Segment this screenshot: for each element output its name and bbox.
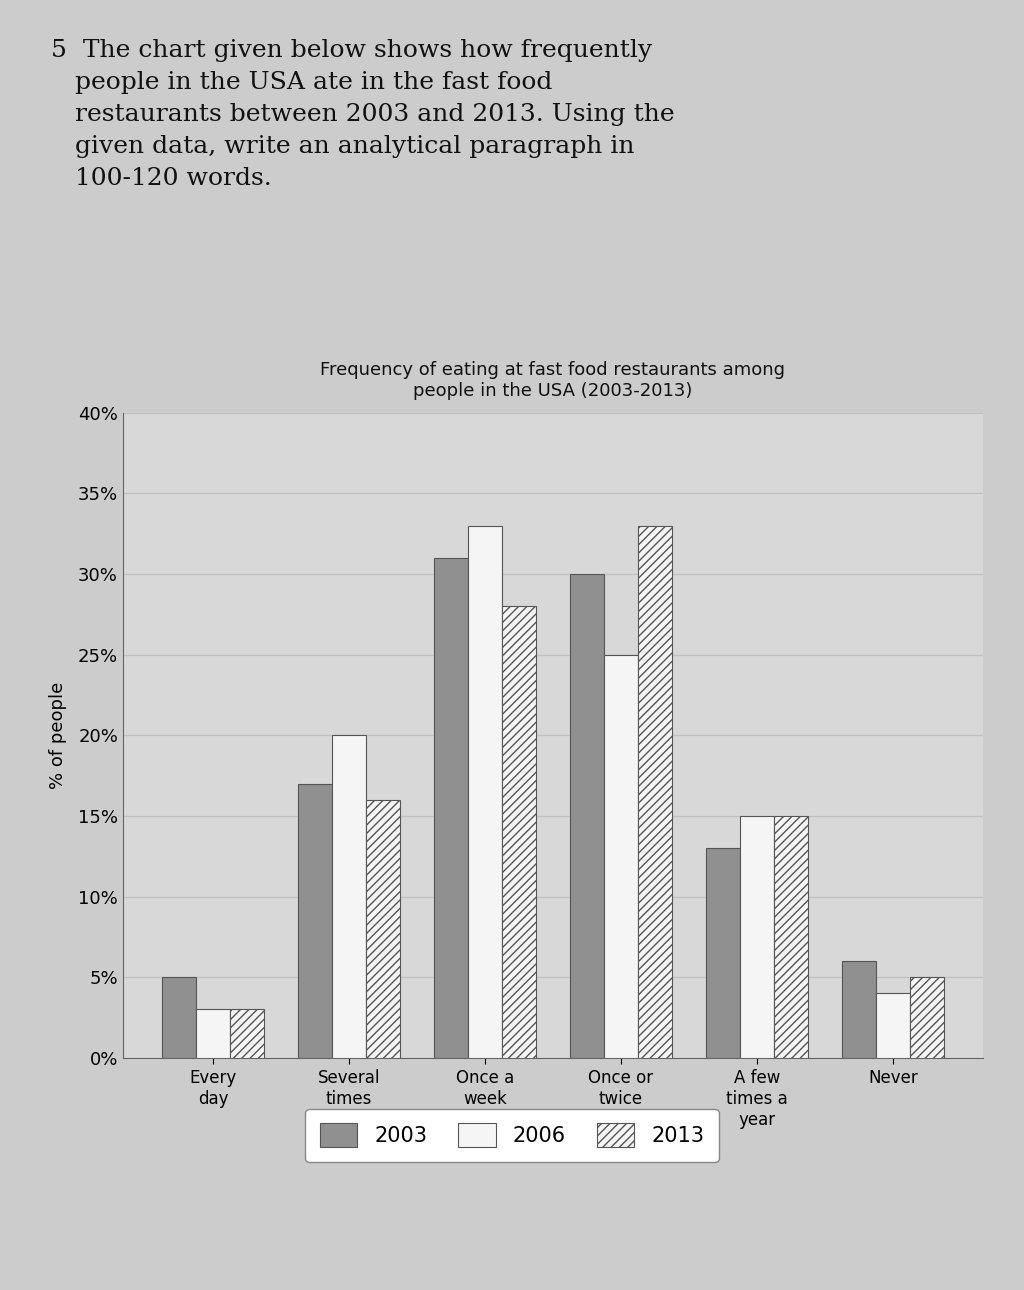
Bar xyxy=(876,993,910,1058)
Bar xyxy=(468,526,502,1058)
Bar xyxy=(366,800,400,1058)
Bar xyxy=(162,978,196,1058)
Bar xyxy=(434,557,468,1058)
Bar xyxy=(706,849,740,1058)
Bar xyxy=(196,1009,230,1058)
Bar xyxy=(570,574,604,1058)
Bar xyxy=(604,654,638,1058)
Bar xyxy=(740,817,774,1058)
Bar xyxy=(774,817,808,1058)
Bar xyxy=(638,526,672,1058)
Legend: 2003, 2006, 2013: 2003, 2006, 2013 xyxy=(305,1108,719,1162)
Bar xyxy=(502,606,536,1058)
Title: Frequency of eating at fast food restaurants among
people in the USA (2003-2013): Frequency of eating at fast food restaur… xyxy=(321,361,785,400)
Text: 5  The chart given below shows how frequently
   people in the USA ate in the fa: 5 The chart given below shows how freque… xyxy=(51,39,675,190)
Y-axis label: % of people: % of people xyxy=(49,681,67,789)
Bar xyxy=(842,961,876,1058)
Bar xyxy=(298,784,332,1058)
Bar xyxy=(230,1009,264,1058)
Bar xyxy=(332,735,366,1058)
Bar xyxy=(910,978,944,1058)
